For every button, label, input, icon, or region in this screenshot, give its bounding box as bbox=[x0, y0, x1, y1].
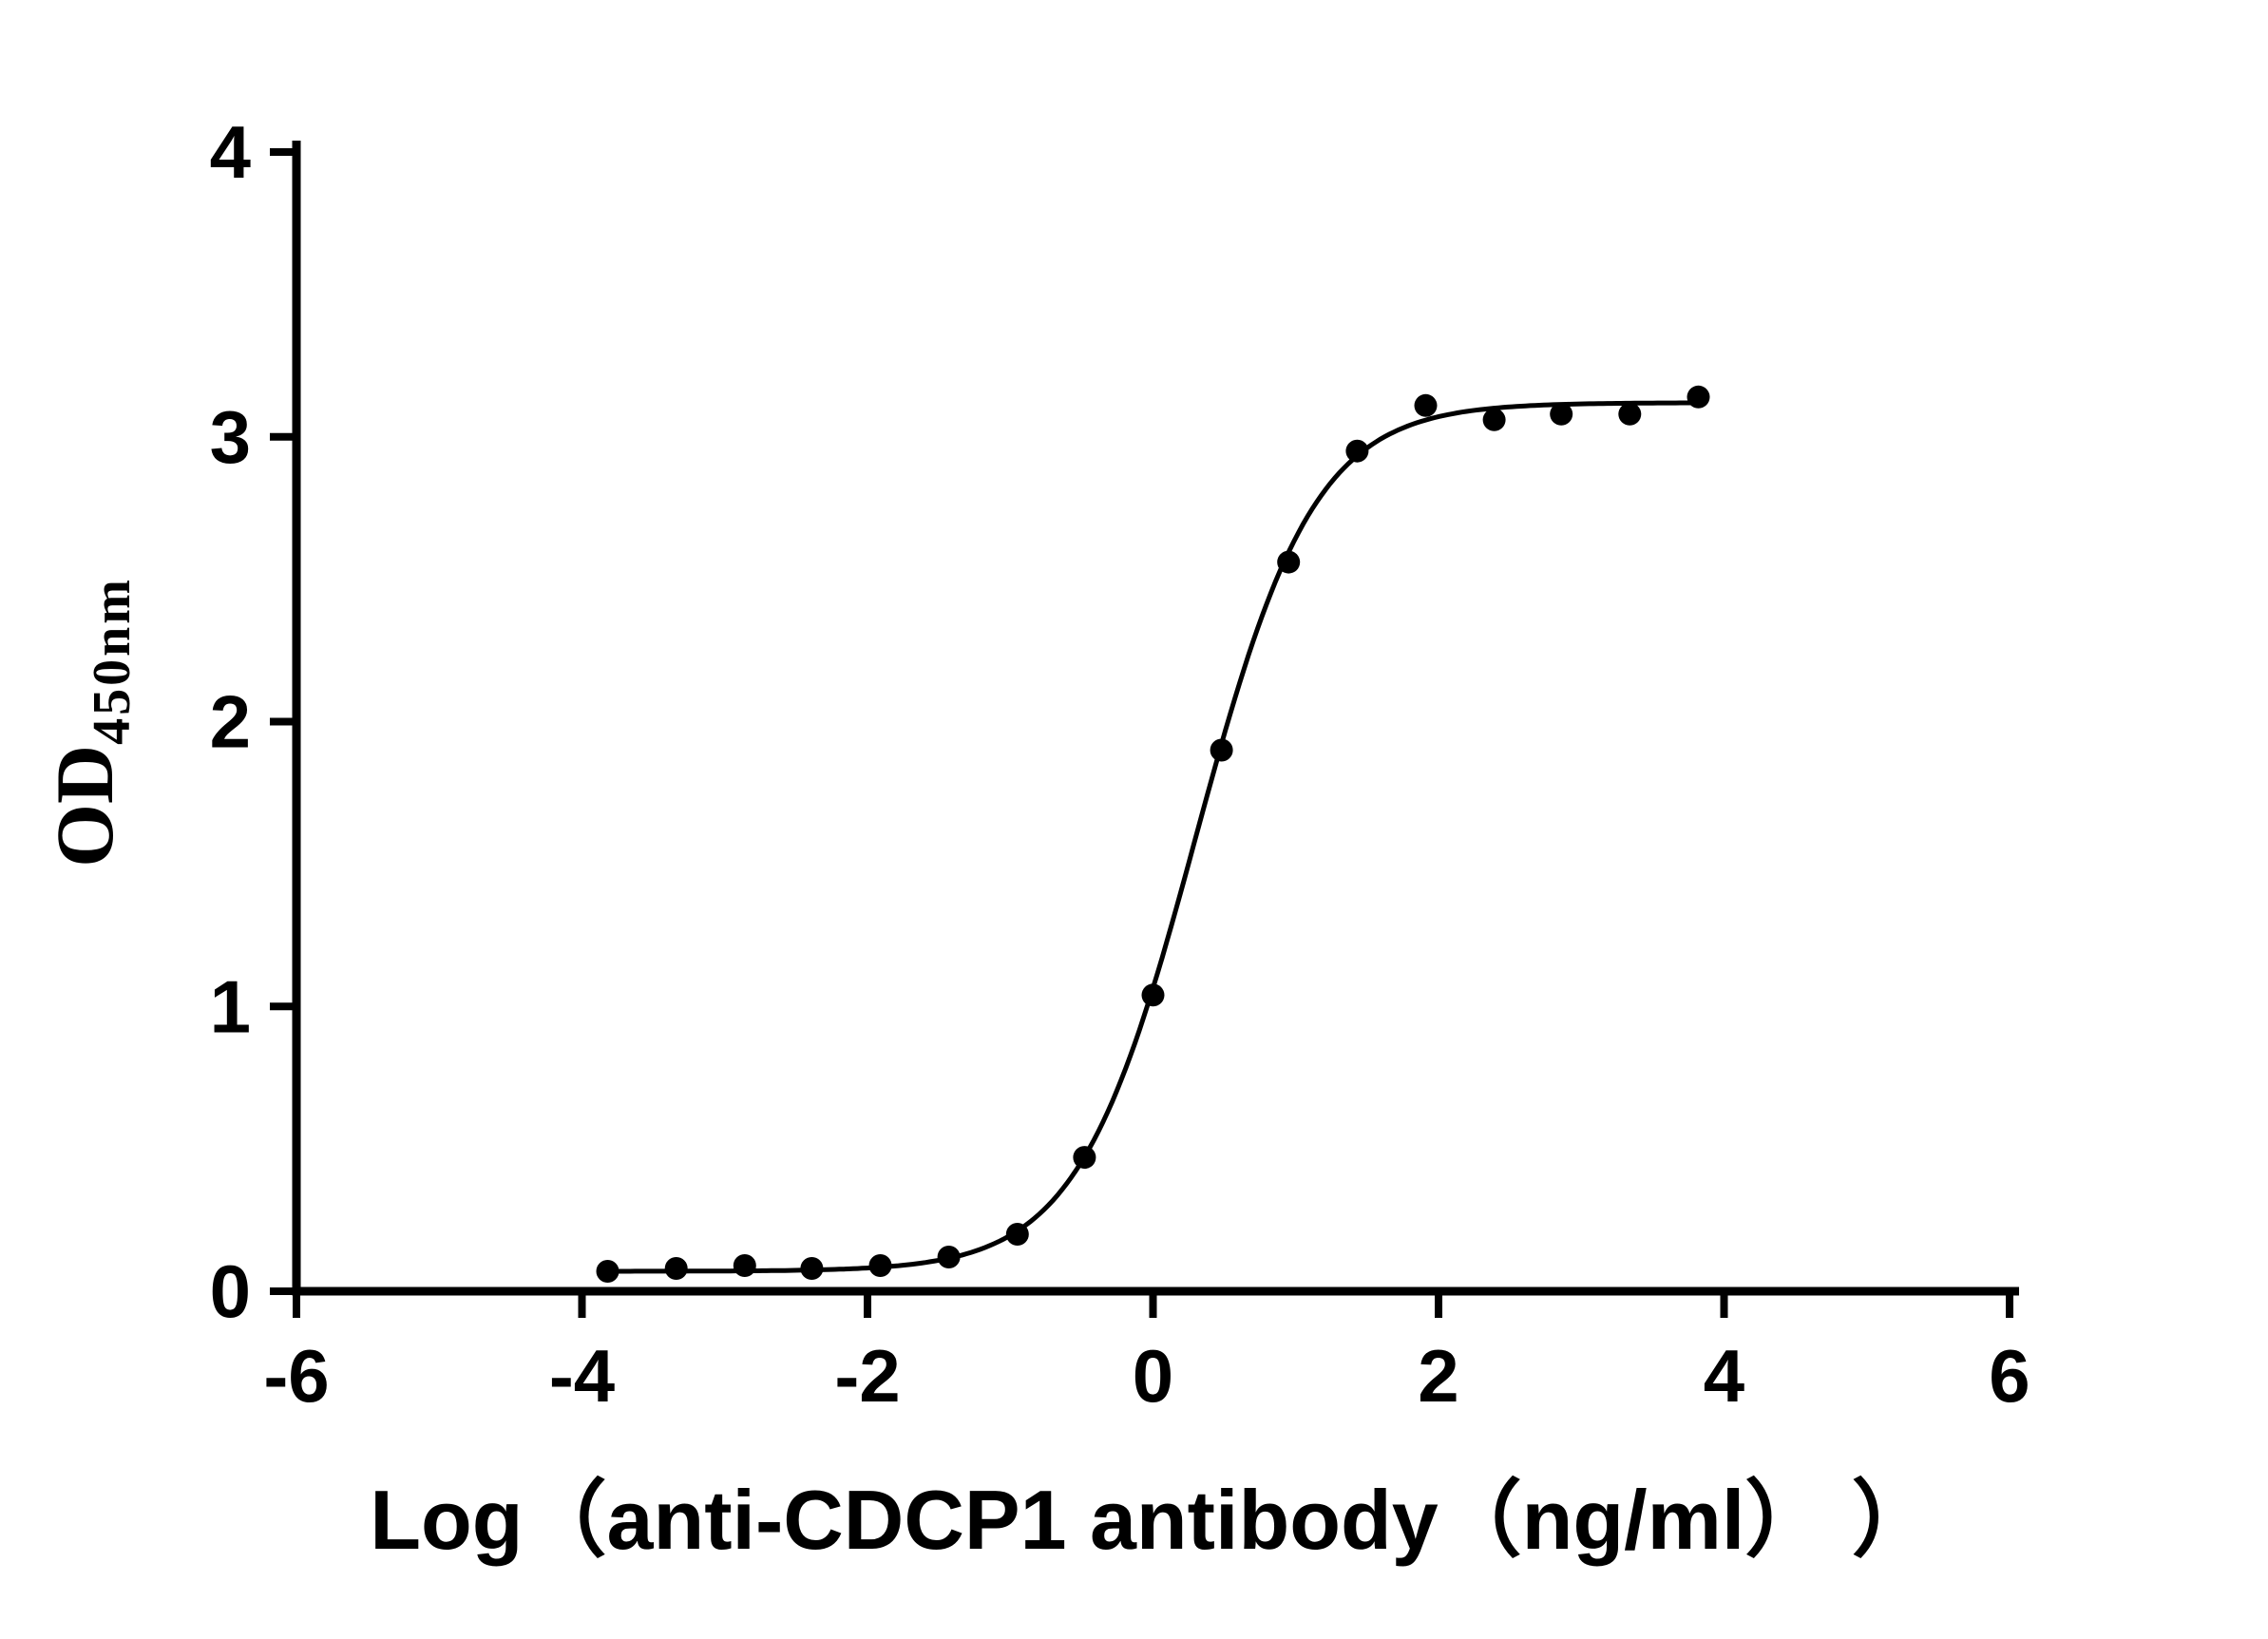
x-tick-label: 0 bbox=[1133, 1334, 1173, 1418]
data-point bbox=[1550, 402, 1573, 426]
data-point bbox=[664, 1257, 688, 1280]
svg-text:OD450nm: OD450nm bbox=[39, 577, 142, 867]
x-tick-label: 6 bbox=[1989, 1334, 2030, 1418]
axis-labels: Log（anti-CDCP1 antibody（ng/ml） ） OD450nm bbox=[39, 577, 1935, 1567]
data-point bbox=[1073, 1146, 1096, 1170]
x-tick-label: -4 bbox=[549, 1334, 615, 1418]
data-point bbox=[1345, 439, 1369, 463]
data-point bbox=[1277, 550, 1301, 574]
fit-curve bbox=[605, 400, 1701, 1274]
data-point bbox=[1482, 408, 1506, 431]
data-point bbox=[1005, 1223, 1029, 1246]
x-tick-label: 4 bbox=[1704, 1334, 1744, 1418]
data-point bbox=[1414, 393, 1438, 417]
y-axis-title-sub: 450nm bbox=[83, 577, 142, 745]
y-tick-label: 3 bbox=[210, 395, 251, 479]
y-tick-label: 4 bbox=[210, 110, 251, 194]
y-tick-label: 0 bbox=[210, 1249, 251, 1333]
data-point bbox=[1210, 738, 1233, 762]
data-point bbox=[596, 1260, 619, 1283]
y-tick-label: 2 bbox=[210, 680, 251, 764]
x-tick-label: -6 bbox=[263, 1334, 329, 1418]
data-point bbox=[733, 1254, 756, 1277]
data-points bbox=[596, 385, 1710, 1283]
x-tick-label: 2 bbox=[1418, 1334, 1458, 1418]
x-axis-title: Log（anti-CDCP1 antibody（ng/ml） ） bbox=[370, 1473, 1935, 1567]
data-point bbox=[800, 1257, 824, 1280]
x-tick-label: -2 bbox=[834, 1334, 900, 1418]
data-point bbox=[937, 1246, 961, 1268]
data-point bbox=[868, 1254, 892, 1277]
fit-curve-path bbox=[605, 400, 1701, 1274]
data-point bbox=[1687, 385, 1710, 409]
y-axis-title: OD450nm bbox=[39, 577, 142, 867]
y-axis-title-main: OD bbox=[39, 745, 130, 867]
axes: -6 -4 -2 0 2 4 6 0 1 2 3 4 bbox=[210, 110, 2030, 1418]
data-point bbox=[1141, 983, 1165, 1007]
data-point bbox=[1618, 402, 1642, 426]
y-tick-label: 1 bbox=[210, 964, 251, 1048]
